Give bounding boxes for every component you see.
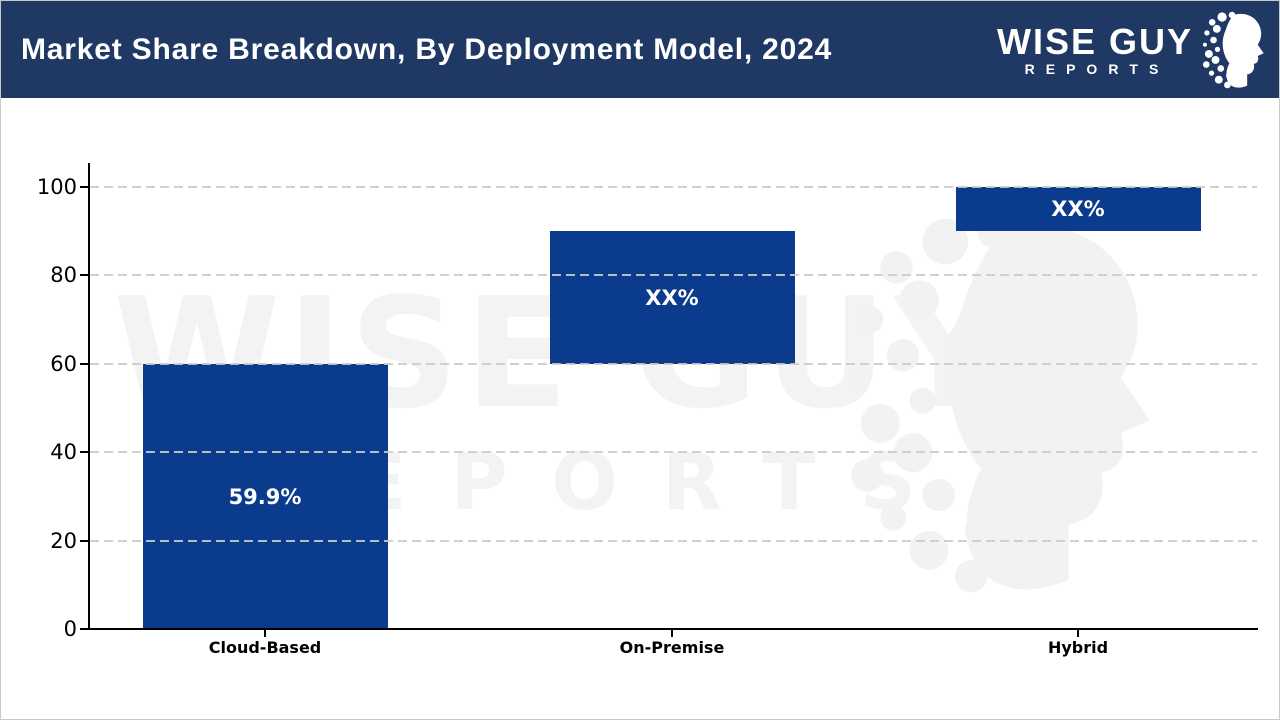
x-category-label: Cloud-Based <box>208 638 322 657</box>
bar-label: 59.9% <box>228 484 302 509</box>
bar-label: XX% <box>645 285 699 310</box>
y-tick-mark <box>80 628 89 630</box>
y-tick-mark <box>80 362 89 365</box>
chart-title: Market Share Breakdown, By Deployment Mo… <box>21 32 833 66</box>
y-tick-label: 20 <box>50 528 77 553</box>
y-tick-label: 60 <box>50 351 77 376</box>
y-tick-label: 80 <box>50 263 77 288</box>
x-axis-line <box>88 628 1258 630</box>
logo-wordmark: WISE GUY <box>996 20 1193 62</box>
y-tick-mark <box>80 186 89 188</box>
y-tick-mark <box>80 451 89 454</box>
gridline <box>90 362 1257 365</box>
x-tick-mark <box>264 630 266 637</box>
x-tick-mark <box>671 630 673 637</box>
header-band: Market Share Breakdown, By Deployment Mo… <box>1 1 1279 98</box>
dotted-face-icon <box>1202 11 1264 88</box>
y-axis-line <box>88 163 90 630</box>
logo-subtitle: REPORTS <box>1024 60 1170 77</box>
x-category-label: On-Premise <box>619 638 725 657</box>
gridline <box>90 186 1257 188</box>
gridline <box>90 539 1257 542</box>
x-tick-mark <box>1077 630 1079 637</box>
gridline <box>90 451 1257 454</box>
bar <box>549 231 795 365</box>
bar-label: XX% <box>1051 197 1105 222</box>
x-category-label: Hybrid <box>1047 638 1109 657</box>
y-tick-mark <box>80 539 89 542</box>
y-tick-label: 100 <box>36 175 77 199</box>
y-tick-label: 0 <box>63 617 77 641</box>
logo-text: WISE GUY REPORTS <box>996 20 1193 77</box>
gridline <box>90 274 1257 277</box>
wise-guy-reports-logo: WISE GUY REPORTS <box>997 10 1279 90</box>
bar <box>142 364 388 629</box>
y-tick-mark <box>80 274 89 277</box>
y-tick-label: 40 <box>50 440 77 465</box>
